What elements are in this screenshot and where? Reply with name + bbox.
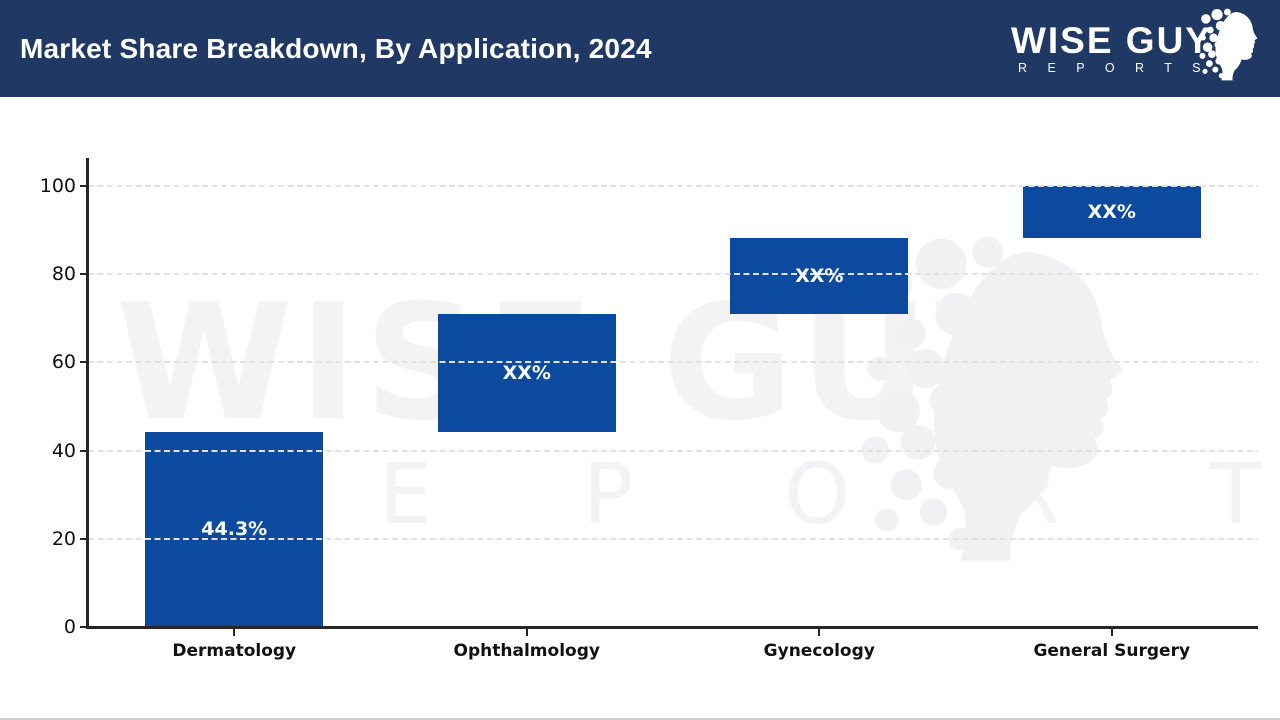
brand-logo: WISE GUY R E P O R T S [1011,0,1280,97]
y-axis-line [86,158,89,629]
bar-label-gynecology: XX% [795,264,844,287]
chart-body: WISE GUY R E P O R T S 44.3%XX%XX%XX%020… [0,97,1280,720]
bar-label-ophthalmology: XX% [502,361,551,384]
y-tick-0 [80,626,88,628]
chart-title: Market Share Breakdown, By Application, … [20,32,652,64]
y-tick-label-20: 20 [51,527,76,550]
x-tick-gynecology [818,627,821,636]
brand-reports-label: R E P O R T S [1017,61,1210,76]
bar-label-general-surgery: XX% [1087,200,1136,223]
brand-logo-text: WISE GUY R E P O R T S [1011,22,1212,75]
gridline-60 [88,361,1258,364]
bar-gynecology [730,237,909,314]
x-tick-ophthalmology [525,627,528,636]
y-tick-60 [80,361,88,364]
gridline-20 [88,537,1258,540]
x-axis-line [86,626,1258,629]
x-tick-label-dermatology: Dermatology [172,641,297,661]
y-tick-20 [80,537,88,540]
y-tick-label-60: 60 [51,351,76,374]
bar-ophthalmology [437,313,616,432]
y-tick-80 [80,273,88,276]
y-tick-label-80: 80 [51,263,76,286]
y-tick-100 [80,185,88,187]
bottom-border [0,718,1280,720]
y-tick-label-40: 40 [51,439,76,462]
watermark-text-line2: R E P O R T S [170,445,1280,543]
y-tick-40 [80,449,88,452]
x-tick-general-surgery [1110,627,1113,636]
gridline-100 [88,185,1258,187]
x-tick-label-general-surgery: General Surgery [1033,641,1191,661]
gridline-80 [88,273,1258,276]
gridline-40 [88,449,1258,452]
y-tick-label-100: 100 [39,175,76,197]
x-tick-label-gynecology: Gynecology [763,641,875,661]
bar-dermatology [145,431,324,627]
bar-general-surgery [1022,186,1201,238]
x-tick-label-ophthalmology: Ophthalmology [453,641,600,661]
bar-label-dermatology: 44.3% [201,518,268,541]
header-bar: Market Share Breakdown, By Application, … [0,0,1280,97]
x-tick-dermatology [233,627,236,636]
brand-wordmark: WISE GUY [1010,20,1212,62]
y-tick-label-0: 0 [63,616,76,638]
